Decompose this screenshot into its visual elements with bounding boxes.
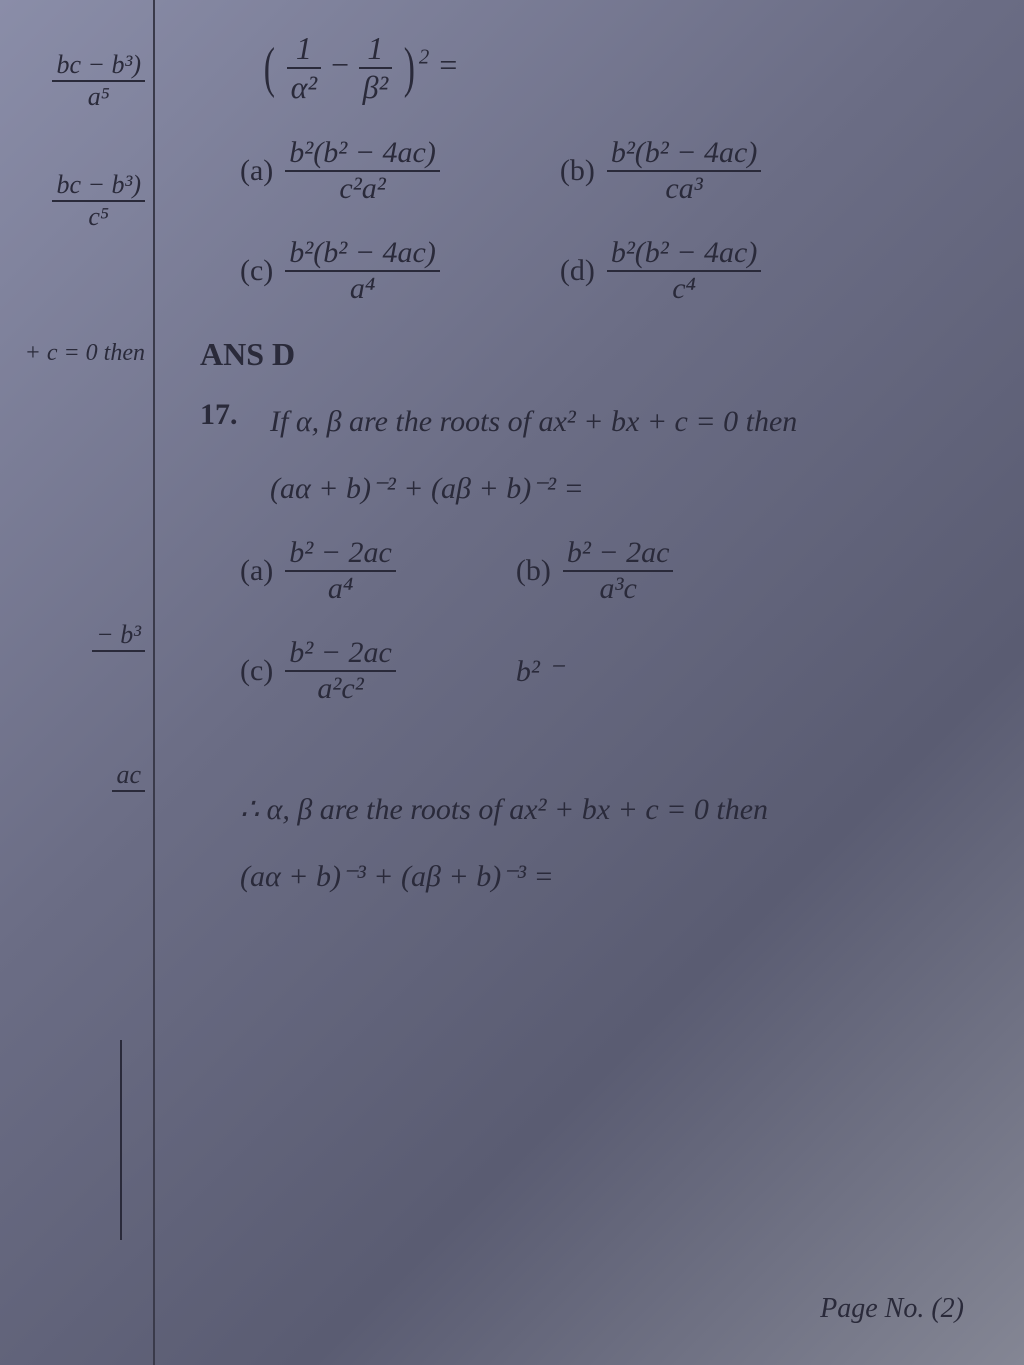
margin-note-2: bc − b³) c⁵ [52, 170, 145, 232]
answer-16: ANS D [200, 336, 984, 373]
q16-option-d: (d) b²(b² − 4ac) c⁴ [560, 236, 762, 306]
q16-opt-b-den: ca³ [607, 172, 762, 206]
top-eq-frac1-den: α² [287, 69, 321, 106]
q17-opt-c-label: (c) [240, 654, 273, 688]
q17-opt-d-text: b² ⁻ [516, 654, 563, 689]
top-eq-power: 2 [419, 46, 429, 69]
q17-options-row-1: (a) b² − 2ac a⁴ (b) b² − 2ac a³c [240, 536, 984, 606]
question-17: 17. If α, β are the roots of ax² + bx + … [200, 398, 984, 446]
question-18: ∴ α, β are the roots of ax² + bx + c = 0… [240, 786, 984, 834]
top-equation: ( 1 α² − 1 β² )2 = [260, 30, 984, 106]
margin-note-3: + c = 0 then [25, 340, 145, 367]
q16-opt-c-label: (c) [240, 254, 273, 288]
q16-opt-b-label: (b) [560, 154, 595, 188]
margin-note-4-num: − b³ [92, 620, 145, 652]
q16-opt-d-den: c⁴ [607, 272, 762, 306]
left-margin-column: bc − b³) a⁵ bc − b³) c⁵ + c = 0 then − b… [0, 0, 155, 1365]
q17-opt-c-num: b² − 2ac [285, 636, 396, 672]
margin-note-2-num: bc − b³) [52, 170, 145, 202]
q17-sub-equation: (aα + b)⁻² + (aβ + b)⁻² = [270, 471, 984, 506]
q16-opt-a-den: c²a² [285, 172, 440, 206]
q16-options-row-1: (a) b²(b² − 4ac) c²a² (b) b²(b² − 4ac) c… [240, 136, 984, 206]
q17-opt-b-label: (b) [516, 554, 551, 588]
q17-opt-b-num: b² − 2ac [563, 536, 674, 572]
q16-opt-a-label: (a) [240, 154, 273, 188]
q17-opt-a-den: a⁴ [285, 572, 396, 606]
main-content: ( 1 α² − 1 β² )2 = (a) b²(b² − 4ac) c²a²… [160, 0, 1024, 1365]
q16-opt-a-num: b²(b² − 4ac) [285, 136, 440, 172]
q17-options-row-2: (c) b² − 2ac a²c² b² ⁻ [240, 636, 984, 706]
top-eq-minus: − [329, 46, 351, 82]
q16-options-row-2: (c) b²(b² − 4ac) a⁴ (d) b²(b² − 4ac) c⁴ [240, 236, 984, 306]
margin-note-1-num: bc − b³) [52, 50, 145, 82]
q16-option-a: (a) b²(b² − 4ac) c²a² [240, 136, 440, 206]
top-eq-frac2-den: β² [359, 69, 393, 106]
margin-note-1: bc − b³) a⁵ [52, 50, 145, 112]
margin-note-2-den: c⁵ [52, 202, 145, 232]
q16-option-b: (b) b²(b² − 4ac) ca³ [560, 136, 762, 206]
q16-opt-d-num: b²(b² − 4ac) [607, 236, 762, 272]
margin-note-1-den: a⁵ [52, 82, 145, 112]
q17-text: If α, β are the roots of ax² + bx + c = … [270, 398, 797, 446]
top-eq-equals: = [437, 46, 459, 82]
q18-text: ∴ α, β are the roots of ax² + bx + c = 0… [240, 786, 768, 834]
q17-number: 17. [200, 398, 250, 446]
q17-option-d-partial: b² ⁻ [516, 636, 563, 706]
q16-option-c: (c) b²(b² − 4ac) a⁴ [240, 236, 440, 306]
q16-opt-c-num: b²(b² − 4ac) [285, 236, 440, 272]
q17-option-c: (c) b² − 2ac a²c² [240, 636, 396, 706]
margin-note-5: ac [112, 760, 145, 822]
q16-opt-b-num: b²(b² − 4ac) [607, 136, 762, 172]
q16-opt-c-den: a⁴ [285, 272, 440, 306]
q17-option-b: (b) b² − 2ac a³c [516, 536, 674, 606]
q18-sub-equation: (aα + b)⁻³ + (aβ + b)⁻³ = [240, 859, 984, 894]
vertical-bar [120, 1040, 122, 1240]
q17-opt-a-label: (a) [240, 554, 273, 588]
margin-note-4: − b³ [92, 620, 145, 682]
top-eq-frac2-num: 1 [359, 30, 393, 69]
top-eq-frac1-num: 1 [287, 30, 321, 69]
margin-note-5-num: ac [112, 760, 145, 792]
q17-option-a: (a) b² − 2ac a⁴ [240, 536, 396, 606]
page-number: Page No. (2) [820, 1293, 964, 1325]
q17-opt-a-num: b² − 2ac [285, 536, 396, 572]
q17-opt-c-den: a²c² [285, 672, 396, 706]
q17-opt-b-den: a³c [563, 572, 674, 606]
q16-opt-d-label: (d) [560, 254, 595, 288]
